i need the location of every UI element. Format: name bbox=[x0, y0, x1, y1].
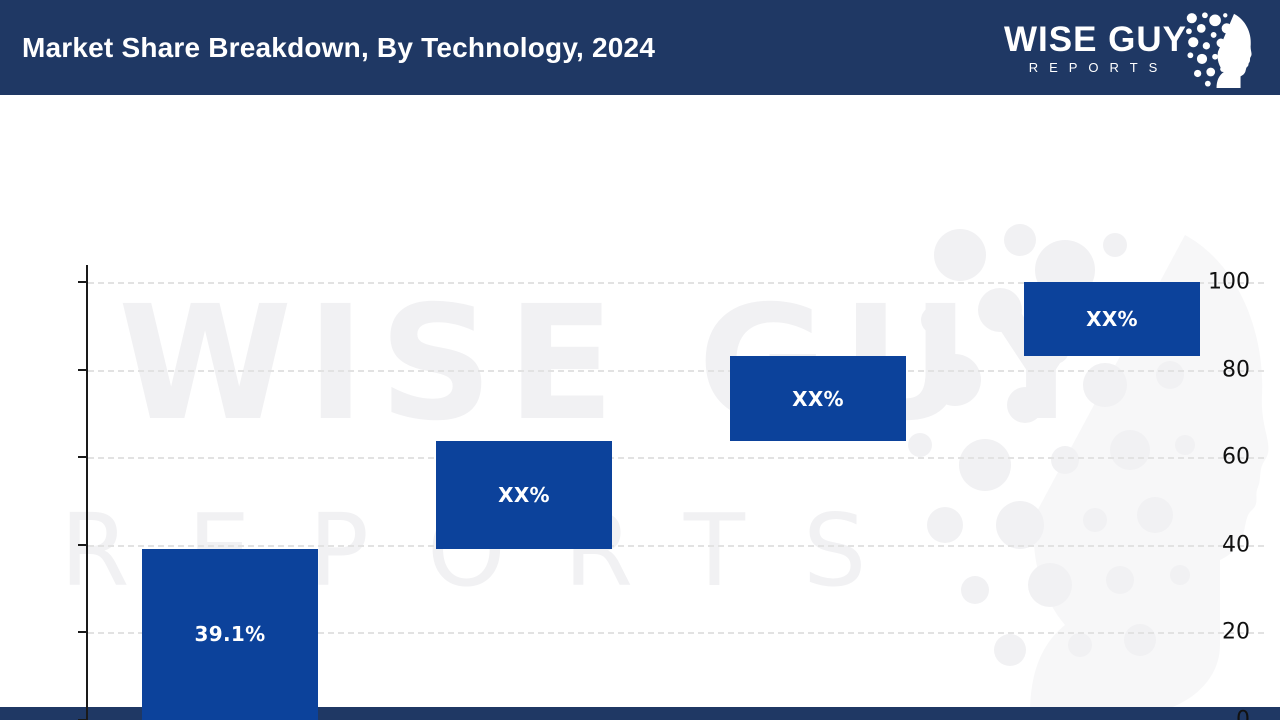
footer-bar bbox=[0, 707, 1280, 720]
y-tick-label: 80 bbox=[1222, 357, 1250, 383]
bar-4: XX% bbox=[1024, 282, 1200, 356]
gridline bbox=[88, 457, 1264, 460]
bar-value-label: XX% bbox=[792, 386, 844, 411]
y-tick-label: 40 bbox=[1222, 532, 1250, 558]
chart-title: Market Share Breakdown, By Technology, 2… bbox=[22, 31, 656, 63]
wiseguy-logo-head-icon bbox=[1186, 12, 1252, 88]
bar-value-label: XX% bbox=[498, 483, 550, 508]
header-bar: Market Share Breakdown, By Technology, 2… bbox=[0, 0, 1280, 95]
y-tick-mark bbox=[78, 456, 86, 459]
gridline bbox=[88, 544, 1264, 547]
gridline bbox=[88, 369, 1264, 372]
wiseguy-logo-subtitle: REPORTS bbox=[1028, 59, 1169, 75]
bar-value-label: XX% bbox=[1086, 306, 1138, 331]
bar-value-label: 39.1% bbox=[194, 622, 266, 647]
y-tick-mark bbox=[78, 368, 86, 371]
y-tick-label: 100 bbox=[1208, 269, 1250, 295]
wiseguy-logo: WISE GUY REPORTS bbox=[1004, 6, 1266, 90]
gridline bbox=[88, 632, 1264, 635]
y-tick-label: 60 bbox=[1222, 444, 1250, 470]
wiseguy-logo-text: WISE GUY REPORTS bbox=[1004, 22, 1187, 75]
y-tick-mark bbox=[78, 543, 86, 546]
y-axis bbox=[86, 265, 88, 720]
y-tick-mark bbox=[78, 281, 86, 283]
bar-3: XX% bbox=[730, 355, 906, 442]
wiseguy-logo-wordmark: WISE GUY bbox=[1004, 19, 1188, 59]
y-tick-label: 0 bbox=[1236, 707, 1250, 720]
y-tick-label: 20 bbox=[1222, 619, 1250, 645]
y-tick-mark bbox=[78, 631, 86, 634]
bar-1: 39.1% bbox=[142, 548, 318, 720]
gridline bbox=[88, 282, 1264, 284]
bar-2: XX% bbox=[436, 441, 612, 549]
